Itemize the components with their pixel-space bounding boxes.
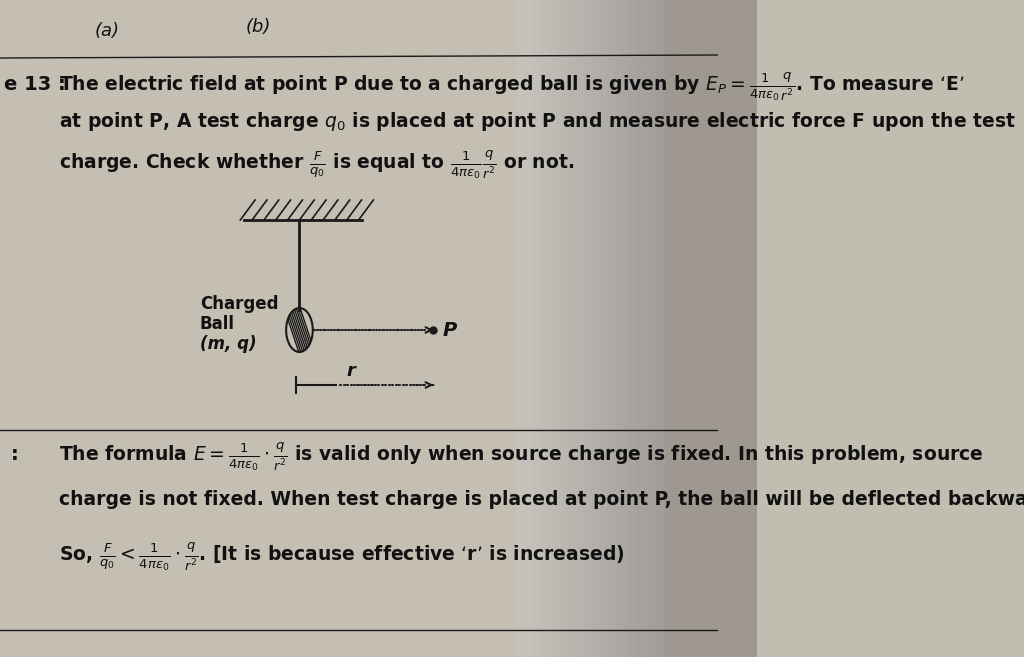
Text: P: P bbox=[442, 321, 457, 340]
Bar bbox=[517, 0, 525, 657]
Text: (a): (a) bbox=[94, 22, 120, 40]
Text: Ball: Ball bbox=[200, 315, 234, 333]
Bar bbox=[622, 0, 629, 657]
Text: (m, q): (m, q) bbox=[200, 335, 256, 353]
Bar bbox=[606, 0, 613, 657]
Bar bbox=[584, 0, 592, 657]
Text: The electric field at point P due to a charged ball is given by $E_P = \frac{1}{: The electric field at point P due to a c… bbox=[59, 70, 965, 102]
Bar bbox=[658, 0, 666, 657]
Bar bbox=[592, 0, 757, 657]
Bar bbox=[636, 0, 643, 657]
Bar bbox=[577, 0, 584, 657]
Bar bbox=[540, 0, 547, 657]
Bar bbox=[599, 0, 606, 657]
Text: The formula $E = \frac{1}{4\pi\varepsilon_0} \cdot \frac{q}{r^2}$ is valid only : The formula $E = \frac{1}{4\pi\varepsilo… bbox=[59, 440, 984, 472]
Text: Charged: Charged bbox=[200, 295, 279, 313]
Text: at point P, A test charge $q_0$ is placed at point P and measure electric force : at point P, A test charge $q_0$ is place… bbox=[59, 110, 1016, 133]
Text: So, $\frac{F}{q_0} < \frac{1}{4\pi\varepsilon_0} \cdot \frac{q}{r^2}$. [It is be: So, $\frac{F}{q_0} < \frac{1}{4\pi\varep… bbox=[59, 540, 625, 573]
Bar bbox=[629, 0, 636, 657]
Bar bbox=[562, 0, 569, 657]
Bar bbox=[532, 0, 540, 657]
Bar bbox=[613, 0, 622, 657]
Text: (b): (b) bbox=[246, 18, 271, 36]
Text: e 13 :: e 13 : bbox=[4, 75, 66, 94]
Text: r: r bbox=[347, 362, 355, 380]
Bar bbox=[592, 0, 599, 657]
Bar bbox=[547, 0, 555, 657]
Bar bbox=[650, 0, 658, 657]
Bar bbox=[555, 0, 562, 657]
Text: charge. Check whether $\frac{F}{q_0}$ is equal to $\frac{1}{4\pi\varepsilon_0}\f: charge. Check whether $\frac{F}{q_0}$ is… bbox=[59, 148, 574, 181]
Bar bbox=[525, 0, 532, 657]
Bar bbox=[643, 0, 650, 657]
Text: charge is not fixed. When test charge is placed at point P, the ball will be def: charge is not fixed. When test charge is… bbox=[59, 490, 1024, 509]
Bar bbox=[0, 0, 592, 657]
Text: :: : bbox=[11, 445, 18, 464]
Bar bbox=[569, 0, 577, 657]
